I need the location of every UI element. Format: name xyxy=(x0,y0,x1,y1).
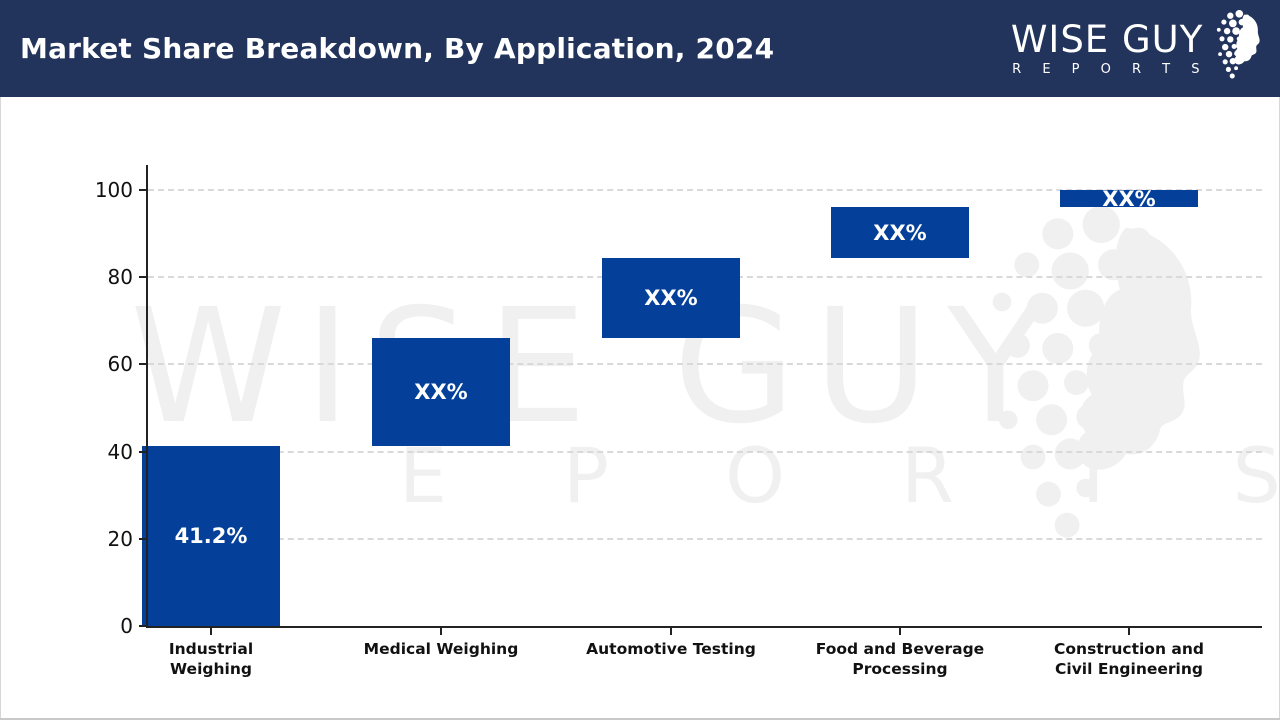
waterfall-bar: 41.2% xyxy=(142,446,280,626)
y-tick-mark xyxy=(139,625,147,627)
logo-reports-text: R E P O R T S xyxy=(1012,62,1208,77)
bar-value-label: XX% xyxy=(873,220,927,245)
x-tick-mark xyxy=(1128,628,1130,635)
y-tick-label: 0 xyxy=(120,614,133,638)
y-tick-label: 100 xyxy=(94,178,133,202)
x-category-label: Food and Beverage Processing xyxy=(815,640,985,679)
y-tick-mark xyxy=(139,189,147,191)
bar-value-label: XX% xyxy=(414,380,468,405)
x-tick-mark xyxy=(210,628,212,635)
y-tick-label: 20 xyxy=(107,526,133,551)
gridline xyxy=(148,363,1262,366)
x-tick-mark xyxy=(440,628,442,635)
header-band: Market Share Breakdown, By Application, … xyxy=(0,0,1280,97)
y-tick-label: 80 xyxy=(107,265,133,290)
x-category-label: Automotive Testing xyxy=(586,640,756,658)
waterfall-bar: XX% xyxy=(1060,187,1198,211)
bar-value-label: XX% xyxy=(644,285,698,310)
bar-value-label: 41.2% xyxy=(174,524,248,549)
x-category-label: Industrial Weighing xyxy=(168,640,254,679)
x-category-label: Medical Weighing xyxy=(363,640,519,658)
y-tick-mark xyxy=(139,276,147,279)
x-category-label: Construction and Civil Engineering xyxy=(1054,640,1204,679)
waterfall-bar: XX% xyxy=(831,207,969,258)
chart-title: Market Share Breakdown, By Application, … xyxy=(20,32,775,65)
logo-name-text: WISE GUY xyxy=(1010,18,1204,61)
y-tick-label: 40 xyxy=(107,439,133,464)
x-tick-mark xyxy=(670,628,672,635)
waterfall-bar: XX% xyxy=(372,338,510,447)
gridline xyxy=(148,189,1262,191)
x-axis-spine xyxy=(146,626,1262,628)
x-tick-mark xyxy=(899,628,901,635)
y-tick-mark xyxy=(139,537,147,540)
y-axis-spine xyxy=(146,165,148,628)
y-tick-label: 60 xyxy=(107,352,133,377)
bar-value-label: XX% xyxy=(1102,186,1156,211)
logo-face-icon xyxy=(1216,9,1260,78)
gridline xyxy=(148,537,1262,540)
figure-bottom-border xyxy=(0,718,1280,720)
y-tick-mark xyxy=(139,450,147,453)
y-tick-mark xyxy=(139,363,147,366)
wise-guy-reports-logo: WISE GUY R E P O R T S xyxy=(1006,0,1270,97)
waterfall-bar: XX% xyxy=(602,257,740,339)
gridline xyxy=(148,450,1262,453)
logo-text: WISE GUY R E P O R T S xyxy=(1006,21,1208,76)
plot-area: 41.2% XX% XX% XX% XX% 0 20 40 60 80 100 Industria… xyxy=(0,97,1280,720)
